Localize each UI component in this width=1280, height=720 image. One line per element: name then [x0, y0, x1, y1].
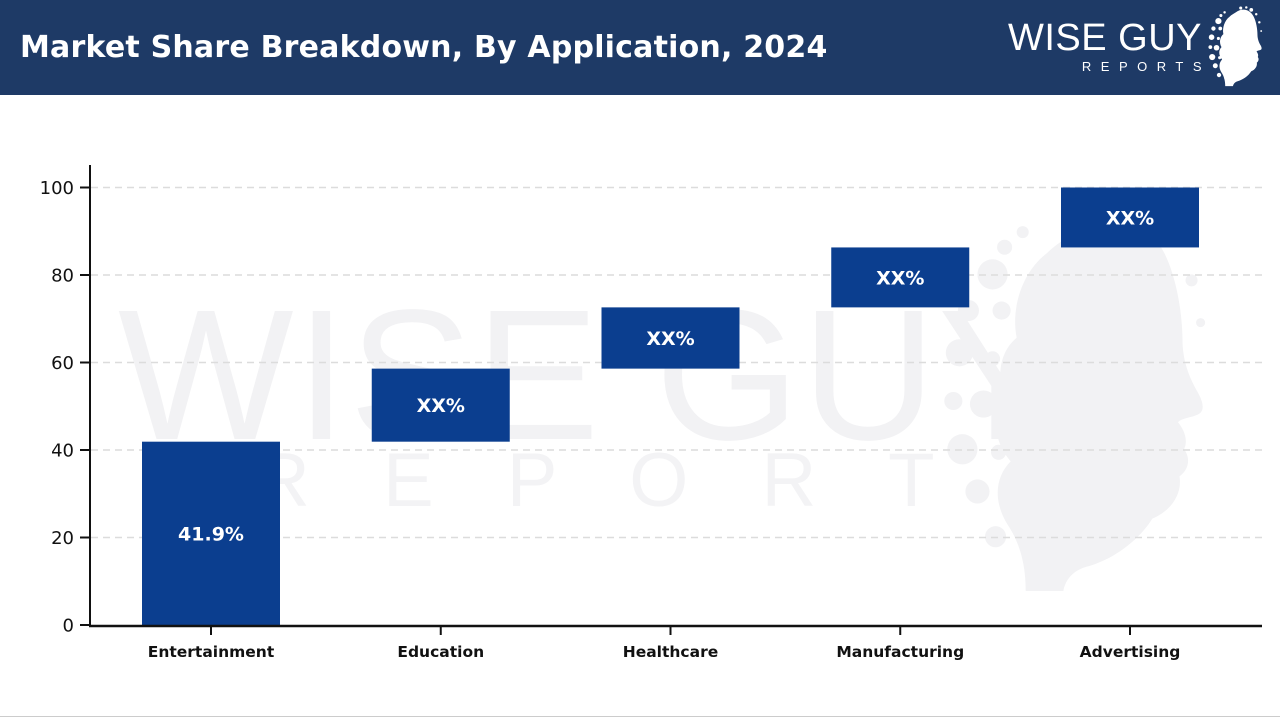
bar	[371, 368, 510, 442]
bar-value-label: XX%	[646, 328, 694, 350]
bar	[601, 307, 740, 369]
logo-subtext: REPORTS	[1081, 59, 1211, 75]
x-tick-label: Manufacturing	[836, 643, 964, 661]
y-tick-label: 20	[51, 528, 74, 549]
bar-value-label: XX%	[876, 267, 924, 289]
bar	[142, 441, 280, 625]
y-tick-label: 80	[51, 266, 74, 287]
bar	[1061, 187, 1199, 248]
watermark-wordmark: WISE GUY	[118, 272, 1065, 479]
wiseguy-logo: WISE GUY REPORTS	[1008, 6, 1268, 87]
x-tick-label: Healthcare	[623, 643, 719, 661]
bar-value-label: XX%	[417, 395, 465, 417]
y-tick-label: 60	[51, 353, 74, 374]
logo-wordmark: WISE GUY	[1007, 16, 1202, 59]
page-title: Market Share Breakdown, By Application, …	[20, 30, 828, 65]
x-tick-label: Advertising	[1080, 643, 1181, 661]
page-bottom-border	[0, 716, 1280, 717]
bar	[831, 247, 970, 308]
bar-value-label: XX%	[1106, 207, 1154, 229]
y-tick-label: 0	[63, 616, 74, 637]
x-tick-label: Education	[397, 643, 484, 661]
x-tick-label: Entertainment	[148, 643, 275, 661]
y-tick-label: 100	[40, 178, 74, 199]
bar-value-label: 41.9%	[178, 523, 244, 545]
header: Market Share Breakdown, By Application, …	[0, 0, 1280, 95]
y-tick-label: 40	[51, 441, 74, 462]
watermark-subtext: R E P O R T S	[255, 438, 1083, 523]
wiseguy-head-icon	[1208, 6, 1263, 87]
